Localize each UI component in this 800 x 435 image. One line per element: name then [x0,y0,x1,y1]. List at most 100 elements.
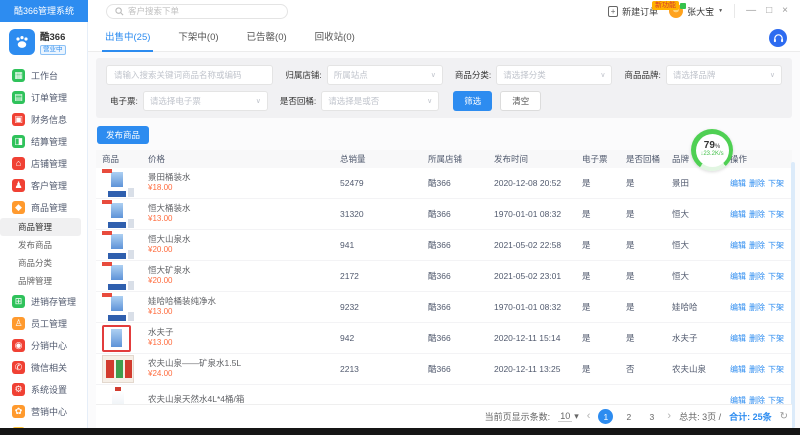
sidebar-item-staff[interactable]: ♙ 员工管理 [0,312,87,334]
tab-sold-out[interactable]: 已告罄(0) [246,32,287,43]
category-select[interactable]: 请选择分类 ∨ [496,65,613,85]
promo-dot-icon [680,2,686,9]
sidebar-item-inventory[interactable]: ⊞ 进销存管理 [0,290,87,312]
brand-select[interactable]: 请选择品牌 ∨ [665,65,782,85]
off-shelf-link[interactable]: 下架 [768,209,784,219]
sidebar-item-orders[interactable]: ▤ 订单管理 [0,86,87,108]
keyword-input[interactable]: 请输入搜索关键词商品名称或编码 [106,65,274,85]
edit-link[interactable]: 编辑 [730,333,746,343]
sidebar-item-customers[interactable]: ♟ 客户管理 [0,174,87,196]
edit-link[interactable]: 编辑 [730,271,746,281]
shop-select[interactable]: 所属站点 ∨ [326,65,443,85]
next-page-button[interactable]: › [667,410,672,422]
clear-button[interactable]: 清空 [500,91,542,111]
customer-search-input[interactable]: 客户搜索下单 [106,3,288,19]
product-name: 恒大山泉水 [148,233,191,244]
edit-link[interactable]: 编辑 [730,364,746,374]
publish-time: 2021-05-02 23:01 [494,271,562,281]
delete-link[interactable]: 删除 [749,364,765,374]
table-row: 水夫子 ¥13.00 942 酷366 2020-12-11 15:14 是 是 … [96,323,792,354]
sidebar-item-workbench[interactable]: ▦ 工作台 [0,64,87,86]
sidebar-item-recharge[interactable]: ¥充值中心 [0,422,87,428]
eticket-value: 是 [582,333,591,343]
edit-link[interactable]: 编辑 [730,178,746,188]
sidebar-item-settlement[interactable]: ◨ 结算管理 [0,130,87,152]
page-button-1[interactable]: 1 [598,409,614,424]
sidebar-subitem-goods-manage[interactable]: 商品管理 [0,218,81,236]
close-button[interactable]: × [782,5,788,16]
col-sales: 总销量 [340,154,366,164]
col-product: 商品 [102,154,120,164]
sales-value: 942 [340,333,355,343]
off-shelf-link[interactable]: 下架 [768,271,784,281]
off-shelf-link[interactable]: 下架 [768,395,784,405]
delete-link[interactable]: 删除 [749,302,765,312]
delete-link[interactable]: 删除 [749,240,765,250]
edit-link[interactable]: 编辑 [730,395,746,405]
new-order-icon: + [608,5,619,17]
refresh-icon[interactable]: ↻ [779,411,788,422]
tab-off-shelf[interactable]: 下架中(0) [178,32,219,43]
customer-icon: ♟ [12,178,25,192]
off-shelf-link[interactable]: 下架 [768,302,784,312]
product-name: 农夫山泉——矿泉水1.5L [148,357,242,368]
minimize-button[interactable]: — [746,5,757,16]
delete-link[interactable]: 删除 [749,178,765,188]
sales-value: 2172 [340,271,359,281]
delete-link[interactable]: 删除 [749,271,765,281]
prev-page-button[interactable]: ‹ [586,410,591,422]
new-order-button[interactable]: + 新建订单 [608,5,658,18]
page-size-select[interactable]: 10 ▾ [558,411,579,422]
sidebar-item-goods[interactable]: ◆ 商品管理 [0,196,87,218]
bucket-value: 否 [626,364,635,374]
sidebar-item-finance[interactable]: ▣ 财务信息 [0,108,87,130]
total-count-text: 合计: 25条 [729,412,772,422]
progress-ring-inner: 79% ↓23.2K/s [695,133,729,167]
page-size-label: 当前页显示条数: [484,412,551,422]
bucket-select[interactable]: 请选择是或否 ∨ [321,91,440,111]
filter-row-2: 电子票: 请选择电子票 ∨ 是否回桶: 请选择是或否 ∨ 筛选 清空 [106,91,782,111]
sidebar-item-marketing[interactable]: ✿ 营销中心 [0,400,87,422]
sidebar-item-wechat[interactable]: ✆ 微信相关 [0,356,87,378]
scrollbar[interactable] [791,162,795,428]
staff-icon: ♙ [12,316,25,330]
tab-on-sale[interactable]: 出售中(25) [101,29,154,52]
bucket-value: 是 [626,178,635,188]
product-name: 恒大桶装水 [148,202,191,213]
sidebar-item-settings[interactable]: ⚙ 系统设置 [0,378,87,400]
sidebar-subitem-brand-manage[interactable]: 品牌管理 [18,276,53,286]
table-row: 恒大桶装水 ¥13.00 31320 酷366 1970-01-01 08:32 … [96,199,792,230]
shop-value: 酷366 [428,240,451,250]
app-title: 酷366管理系统 [0,0,88,22]
delete-link[interactable]: 删除 [749,333,765,343]
eticket-select[interactable]: 请选择电子票 ∨ [142,91,268,111]
product-thumbnail [102,355,134,383]
edit-link[interactable]: 编辑 [730,302,746,312]
customer-service-icon[interactable] [769,29,787,47]
content-area: 请输入搜索关键词商品名称或编码 归属店铺: 所属站点 ∨ 商品分类: 请选择分类 ∨… [88,52,800,428]
off-shelf-link[interactable]: 下架 [768,178,784,188]
maximize-button[interactable]: □ [766,5,773,16]
sidebar-item-shop[interactable]: ⌂ 店铺管理 [0,152,87,174]
download-speed: ↓23.2K/s [700,151,724,158]
edit-link[interactable]: 编辑 [730,240,746,250]
sidebar-subitem-goods-category[interactable]: 商品分类 [18,258,53,268]
page-button-2[interactable]: 2 [626,411,632,422]
shop-icon: ⌂ [12,156,25,170]
goods-table: 商品 价格 总销量 所属店铺 发布时间 电子票 是否回桶 品牌 操作 景田桶装水… [96,150,792,416]
page-button-3[interactable]: 3 [649,411,655,422]
goods-icon: ◆ [12,200,25,214]
off-shelf-link[interactable]: 下架 [768,333,784,343]
col-bucket: 是否回桶 [626,154,661,164]
publish-goods-button[interactable]: 发布商品 [97,126,150,144]
delete-link[interactable]: 删除 [749,395,765,405]
off-shelf-link[interactable]: 下架 [768,240,784,250]
sidebar-subitem-publish-goods[interactable]: 发布商品 [18,240,53,250]
product-name: 恒大矿泉水 [148,264,191,275]
tab-recycle-bin[interactable]: 回收站(0) [314,32,355,43]
delete-link[interactable]: 删除 [749,209,765,219]
filter-button[interactable]: 筛选 [453,91,493,111]
edit-link[interactable]: 编辑 [730,209,746,219]
off-shelf-link[interactable]: 下架 [768,364,784,374]
sidebar-item-distribution[interactable]: ◉ 分销中心 [0,334,87,356]
